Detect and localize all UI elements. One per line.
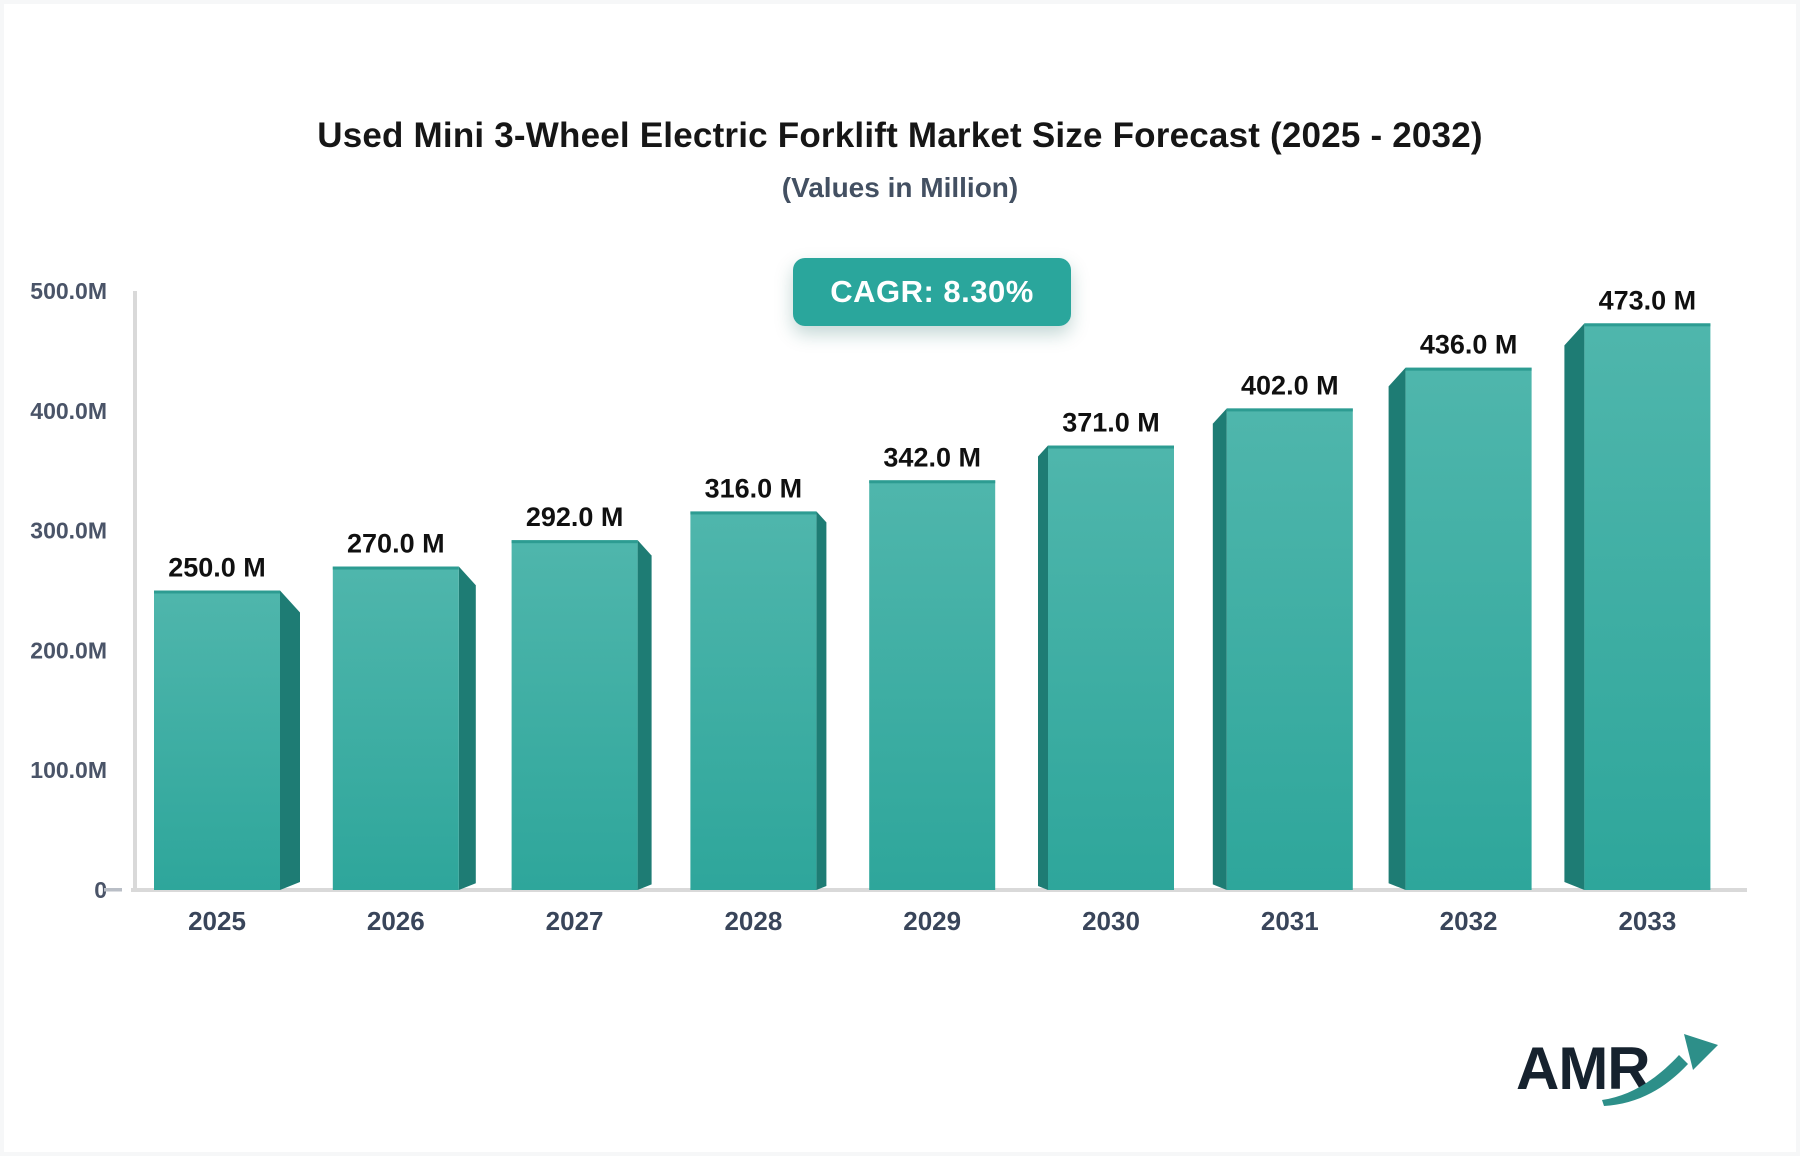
bar bbox=[511, 540, 638, 890]
bar-value-label: 250.0 M bbox=[168, 553, 266, 583]
bar bbox=[869, 480, 996, 890]
y-axis-tick-label: 400.0M bbox=[30, 398, 107, 424]
bar bbox=[1584, 323, 1711, 890]
bar-top-edge bbox=[1226, 408, 1353, 412]
x-axis-category-label: 2028 bbox=[724, 906, 782, 936]
cagr-badge: CAGR: 8.30% bbox=[793, 258, 1071, 326]
bar-top-edge bbox=[1584, 323, 1711, 327]
chart-title: Used Mini 3-Wheel Electric Forklift Mark… bbox=[317, 116, 1483, 155]
zero-tick-mark bbox=[104, 888, 122, 892]
x-axis-category-label: 2030 bbox=[1082, 906, 1140, 936]
amr-logo-text: AMR bbox=[1516, 1035, 1651, 1102]
x-axis-category-label: 2029 bbox=[903, 906, 961, 936]
x-axis-category-label: 2033 bbox=[1618, 906, 1676, 936]
x-axis-category-label: 2031 bbox=[1261, 906, 1319, 936]
x-axis-category-label: 2027 bbox=[546, 906, 604, 936]
bar bbox=[332, 566, 459, 890]
x-axis-category-label: 2025 bbox=[188, 906, 246, 936]
bar-value-label: 473.0 M bbox=[1599, 285, 1697, 315]
x-axis-category-label: 2032 bbox=[1440, 906, 1498, 936]
bar-side-face bbox=[1564, 323, 1585, 890]
bar-side-face bbox=[458, 566, 476, 890]
bar-value-label: 342.0 M bbox=[883, 442, 981, 472]
y-axis-tick-label: 200.0M bbox=[30, 637, 107, 663]
bar-top-edge bbox=[869, 480, 996, 484]
bar-side-face bbox=[1038, 445, 1048, 890]
bar-value-label: 292.0 M bbox=[526, 502, 624, 532]
bar bbox=[690, 511, 817, 890]
bar-top-edge bbox=[1048, 445, 1174, 449]
bar-side-face bbox=[1212, 408, 1227, 890]
bar-top-edge bbox=[1405, 367, 1532, 371]
cagr-badge-label: CAGR: 8.30% bbox=[830, 274, 1034, 309]
bar-chart-plot: 0 100.0M 200.0M 300.0M 400.0M 500.0M 250.0 M 20… bbox=[30, 278, 1747, 936]
bar-side-face bbox=[280, 590, 300, 890]
chart-subtitle: (Values in Million) bbox=[781, 172, 1019, 203]
y-axis-line bbox=[133, 291, 137, 892]
bar-value-label: 402.0 M bbox=[1241, 370, 1339, 400]
bar-top-edge bbox=[332, 566, 459, 570]
bar bbox=[1405, 367, 1532, 890]
y-axis-tick-label: 100.0M bbox=[30, 757, 107, 783]
y-axis-tick-label: 500.0M bbox=[30, 278, 107, 304]
bar-top-edge bbox=[154, 590, 280, 594]
bar-side-face bbox=[1388, 367, 1406, 890]
bar-side-face bbox=[816, 511, 827, 890]
bar bbox=[1226, 408, 1353, 890]
bar-side-face bbox=[637, 540, 652, 890]
amr-logo: AMR bbox=[1516, 1028, 1746, 1120]
bar-value-label: 436.0 M bbox=[1420, 330, 1518, 360]
x-axis-category-label: 2026 bbox=[367, 906, 425, 936]
bar-value-label: 270.0 M bbox=[347, 529, 445, 559]
y-axis-tick-label: 0 bbox=[94, 877, 107, 903]
bar-value-label: 371.0 M bbox=[1062, 408, 1160, 438]
bar-top-edge bbox=[511, 540, 638, 544]
bar-value-label: 316.0 M bbox=[705, 473, 803, 503]
bar-top-edge bbox=[690, 511, 817, 515]
y-axis-tick-label: 300.0M bbox=[30, 518, 107, 544]
bar bbox=[154, 590, 280, 890]
bar bbox=[1048, 445, 1174, 890]
growth-arrow-icon bbox=[1602, 1034, 1718, 1106]
